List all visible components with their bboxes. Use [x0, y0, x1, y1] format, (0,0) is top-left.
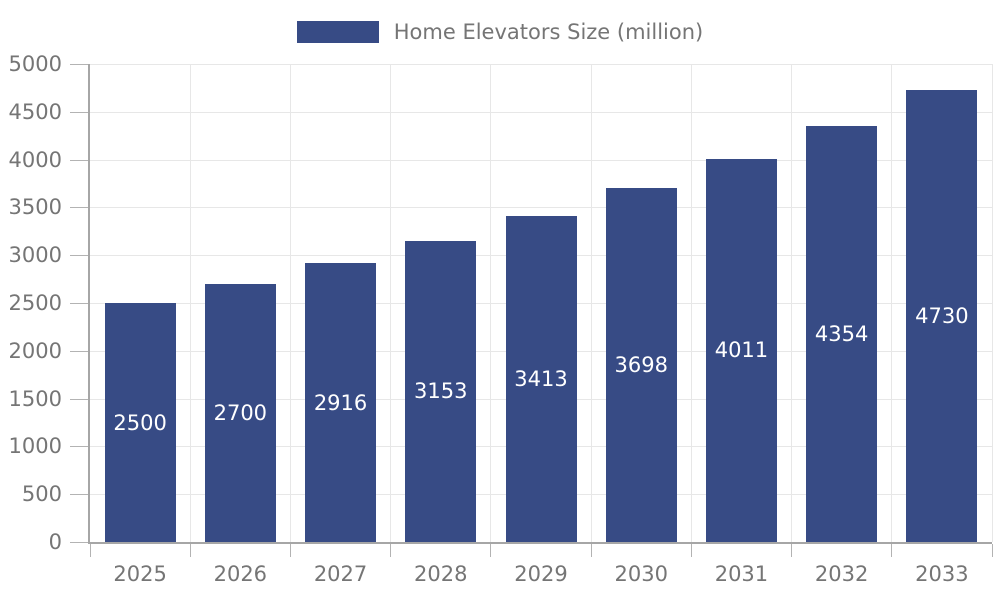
y-axis-label: 4500 [8, 99, 62, 124]
bar-value-label: 2500 [113, 410, 167, 435]
y-axis-tick [70, 350, 88, 352]
x-axis-label: 2033 [915, 562, 969, 586]
gridline-horizontal [90, 64, 992, 65]
gridline-horizontal [90, 111, 992, 113]
y-axis-label: 0 [48, 530, 62, 554]
y-axis-tick [70, 111, 88, 113]
bar-value-label: 3413 [514, 366, 568, 391]
y-axis-label: 5000 [8, 52, 62, 76]
y-axis-label: 4000 [8, 147, 62, 172]
y-axis-label: 2500 [8, 291, 62, 315]
gridline-vertical [289, 64, 291, 542]
bar-value-label: 4354 [814, 321, 869, 346]
gridline-vertical [991, 64, 993, 542]
bar-value-label: 3698 [614, 353, 668, 378]
bar[interactable] [305, 263, 376, 542]
bar[interactable] [906, 90, 977, 542]
gridline-vertical [189, 64, 191, 542]
bar[interactable] [606, 188, 677, 542]
x-axis-label: 2026 [213, 562, 268, 586]
y-axis-tick [70, 542, 88, 543]
y-axis-tick [70, 159, 88, 161]
x-axis-label: 2030 [614, 562, 668, 586]
bar-value-label: 3153 [414, 379, 468, 404]
x-axis-label: 2032 [814, 562, 869, 586]
bar-value-label: 2916 [313, 390, 368, 415]
gridline-vertical [490, 64, 492, 542]
bar[interactable] [405, 241, 476, 542]
x-axis-tick [891, 544, 893, 557]
y-axis-tick [70, 207, 88, 209]
x-axis-tick [89, 544, 91, 557]
x-axis-label: 2025 [113, 562, 167, 586]
x-axis-tick [590, 544, 592, 557]
gridline-vertical [690, 64, 692, 542]
y-axis-label: 3500 [8, 195, 62, 220]
y-axis-label: 3000 [8, 243, 62, 268]
y-axis-tick [70, 494, 88, 496]
legend-label: Home Elevators Size (million) [393, 20, 704, 44]
x-axis-tick [991, 544, 993, 557]
gridline-horizontal [90, 207, 992, 209]
x-axis-label: 2031 [714, 562, 769, 586]
y-axis-label: 1000 [8, 434, 62, 459]
bar-value-label: 4011 [714, 338, 769, 363]
y-axis-tick [70, 64, 88, 65]
bar-value-label: 4730 [915, 303, 969, 328]
x-axis-tick [690, 544, 692, 557]
bar[interactable] [706, 159, 777, 542]
bar-value-label: 2700 [213, 400, 268, 425]
x-axis-tick [189, 544, 191, 557]
y-axis-tick [70, 255, 88, 257]
gridline-vertical [891, 64, 893, 542]
gridline-vertical [590, 64, 592, 542]
legend-item[interactable]: Home Elevators Size (million) [296, 20, 704, 44]
bar[interactable] [506, 216, 577, 542]
y-axis-label: 500 [21, 482, 62, 507]
y-axis-tick [70, 446, 88, 448]
x-axis-tick [289, 544, 291, 557]
gridline-horizontal [90, 159, 992, 161]
x-axis-label: 2028 [414, 562, 468, 586]
y-axis-tick [70, 398, 88, 400]
y-axis-tick [70, 303, 88, 304]
x-axis-label: 2029 [514, 562, 568, 586]
x-axis-label: 2027 [313, 562, 368, 586]
x-axis-tick [390, 544, 392, 557]
x-axis-tick [490, 544, 492, 557]
bar[interactable] [205, 284, 276, 542]
gridline-vertical [791, 64, 793, 542]
plot-area: 0 500 1000 1500 2000 2500 3000 3500 4000 4500 5000… [9, 52, 993, 586]
bar[interactable] [105, 303, 176, 542]
legend-swatch-icon [296, 21, 379, 43]
legend: Home Elevators Size (million) [0, 20, 1000, 44]
x-axis-tick [791, 544, 793, 557]
y-axis-label: 1500 [8, 386, 62, 411]
bar[interactable] [806, 126, 877, 542]
gridline-vertical [390, 64, 392, 542]
y-axis-label: 2000 [8, 338, 62, 363]
